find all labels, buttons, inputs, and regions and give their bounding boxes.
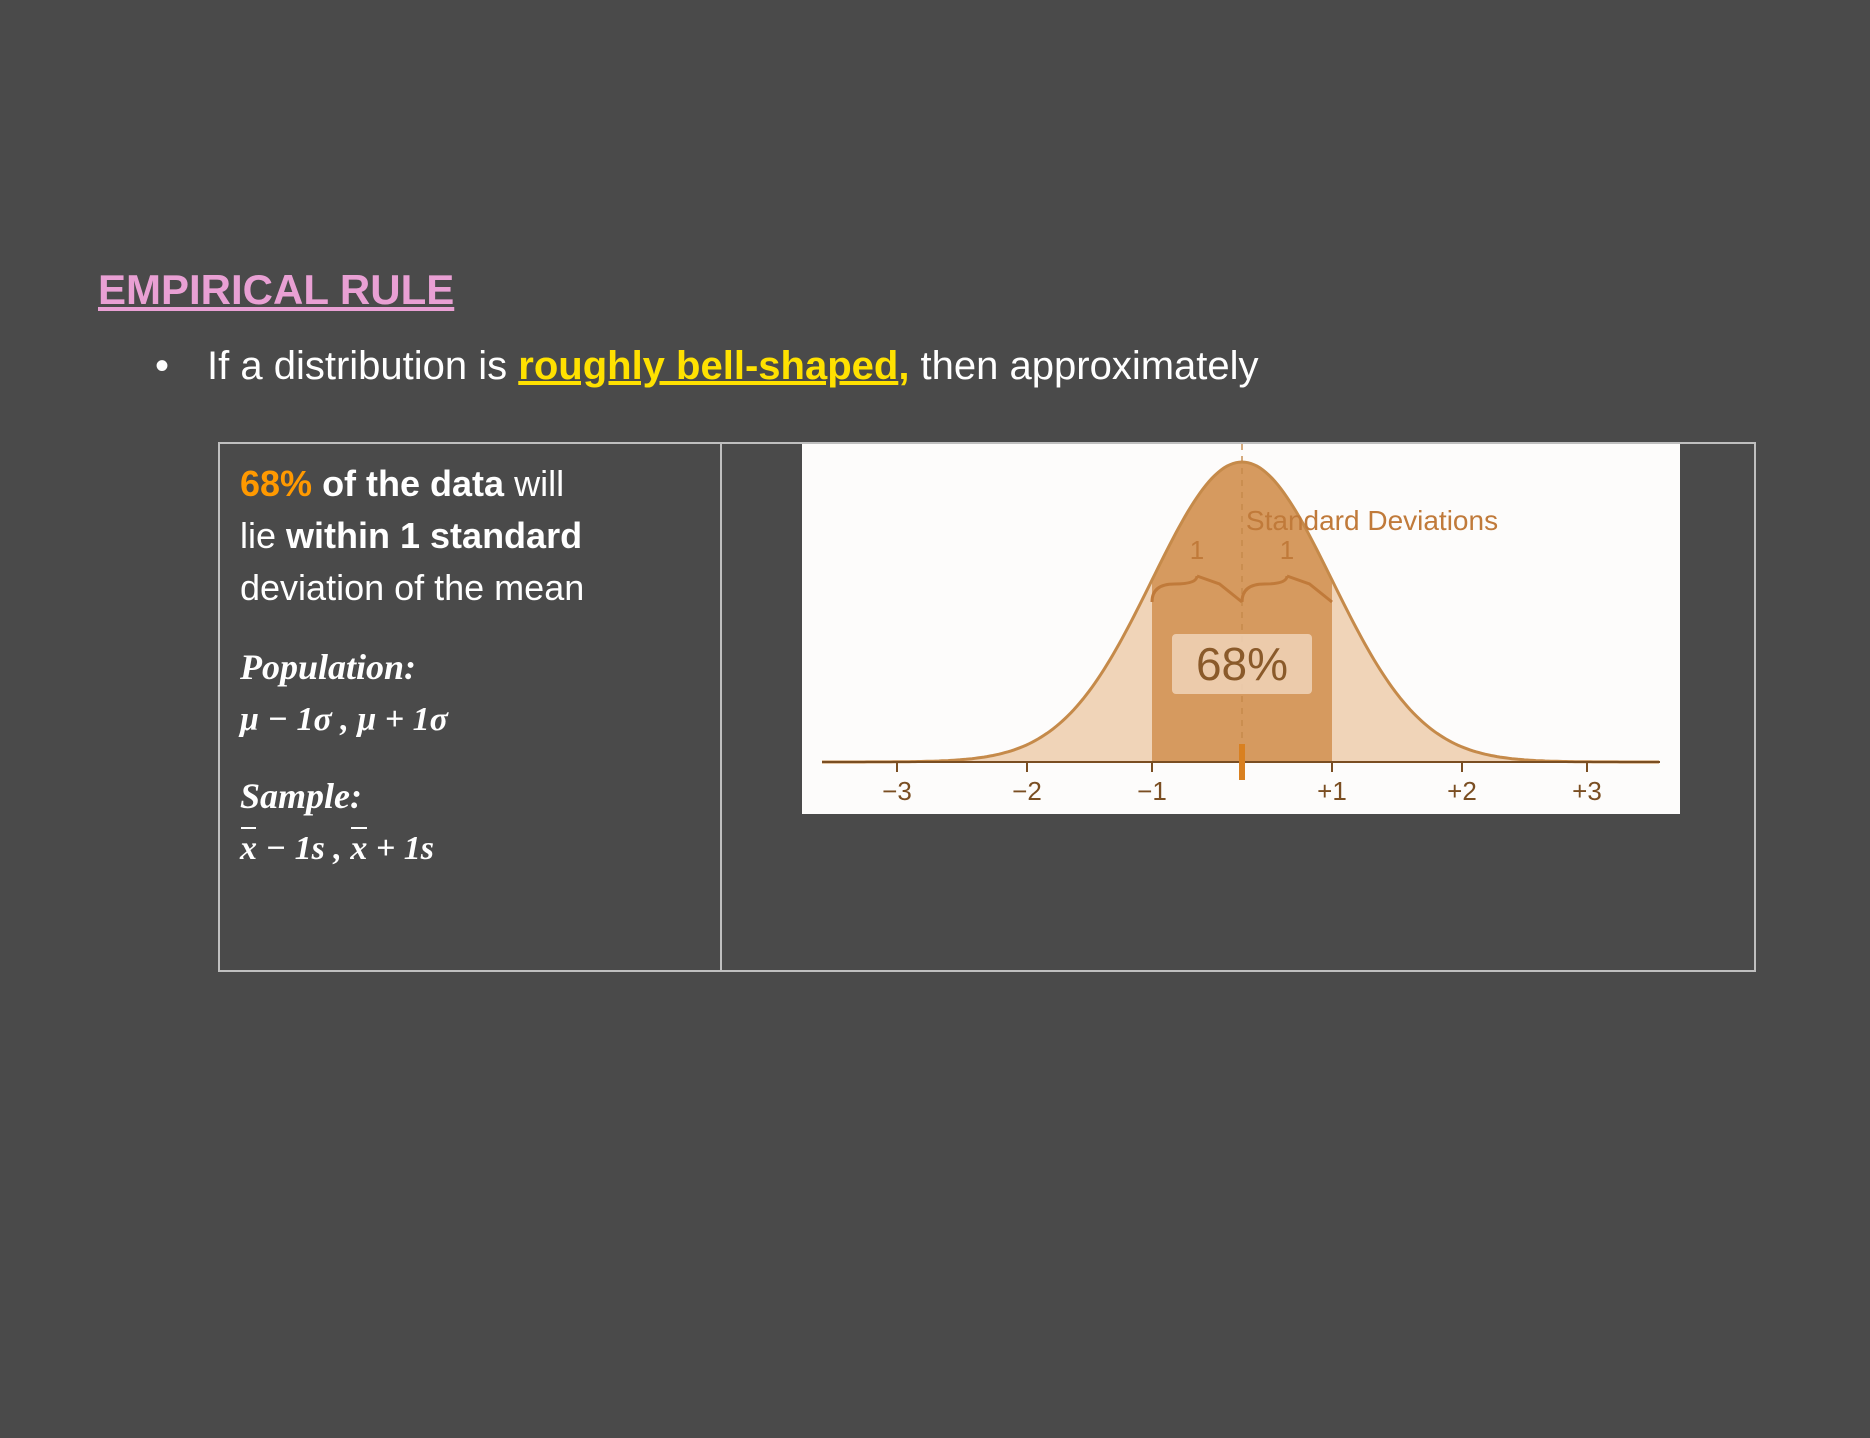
sample-label: Sample: <box>240 770 700 822</box>
title-text: EMPIRICAL RULE <box>98 266 454 313</box>
svg-text:68%: 68% <box>1196 638 1288 690</box>
left-line3: deviation of the mean <box>240 562 700 614</box>
sample-mid1: − 1s , <box>257 830 350 867</box>
left-line2b: within 1 standard <box>286 515 582 556</box>
left-line2: lie within 1 standard <box>240 510 700 562</box>
right-panel: −3−2−1+1+2+3Standard Deviations1168% <box>722 444 1754 970</box>
left-line1: 68% of the data will <box>240 458 700 510</box>
figure-table: 68% of the data will lie within 1 standa… <box>218 442 1756 972</box>
svg-text:−1: −1 <box>1137 776 1167 806</box>
population-label: Population: <box>240 641 700 693</box>
left-line2a: lie <box>240 515 286 556</box>
sample-mid2: + 1s <box>367 830 434 867</box>
slide-title: EMPIRICAL RULE <box>98 266 454 314</box>
bullet-comma: , <box>898 344 909 388</box>
svg-text:+1: +1 <box>1317 776 1347 806</box>
bullet-pre: If a distribution is <box>207 344 518 388</box>
sample-formula: x − 1s , x + 1s <box>240 824 700 873</box>
svg-text:−3: −3 <box>882 776 912 806</box>
bullet-text: If a distribution is roughly bell-shaped… <box>207 344 1259 389</box>
bullet-post: then approximately <box>909 344 1258 388</box>
bell-curve-chart: −3−2−1+1+2+3Standard Deviations1168% <box>802 444 1680 814</box>
bullet-line: • If a distribution is roughly bell-shap… <box>155 344 1259 389</box>
xbar-2: x <box>350 824 367 873</box>
bullet-highlight: roughly bell-shaped <box>518 344 898 388</box>
left-line1a: of the data <box>312 463 504 504</box>
percent-68: 68% <box>240 463 312 504</box>
svg-text:Standard Deviations: Standard Deviations <box>1246 505 1498 536</box>
svg-text:−2: −2 <box>1012 776 1042 806</box>
svg-text:1: 1 <box>1190 535 1204 565</box>
svg-text:+3: +3 <box>1572 776 1602 806</box>
svg-text:+2: +2 <box>1447 776 1477 806</box>
bullet-dot: • <box>155 346 169 386</box>
population-formula: μ − 1σ , μ + 1σ <box>240 695 700 744</box>
svg-text:1: 1 <box>1280 535 1294 565</box>
left-line1b: will <box>504 463 564 504</box>
bell-curve-svg: −3−2−1+1+2+3Standard Deviations1168% <box>802 444 1680 814</box>
left-panel: 68% of the data will lie within 1 standa… <box>220 444 722 970</box>
xbar-1: x <box>240 824 257 873</box>
